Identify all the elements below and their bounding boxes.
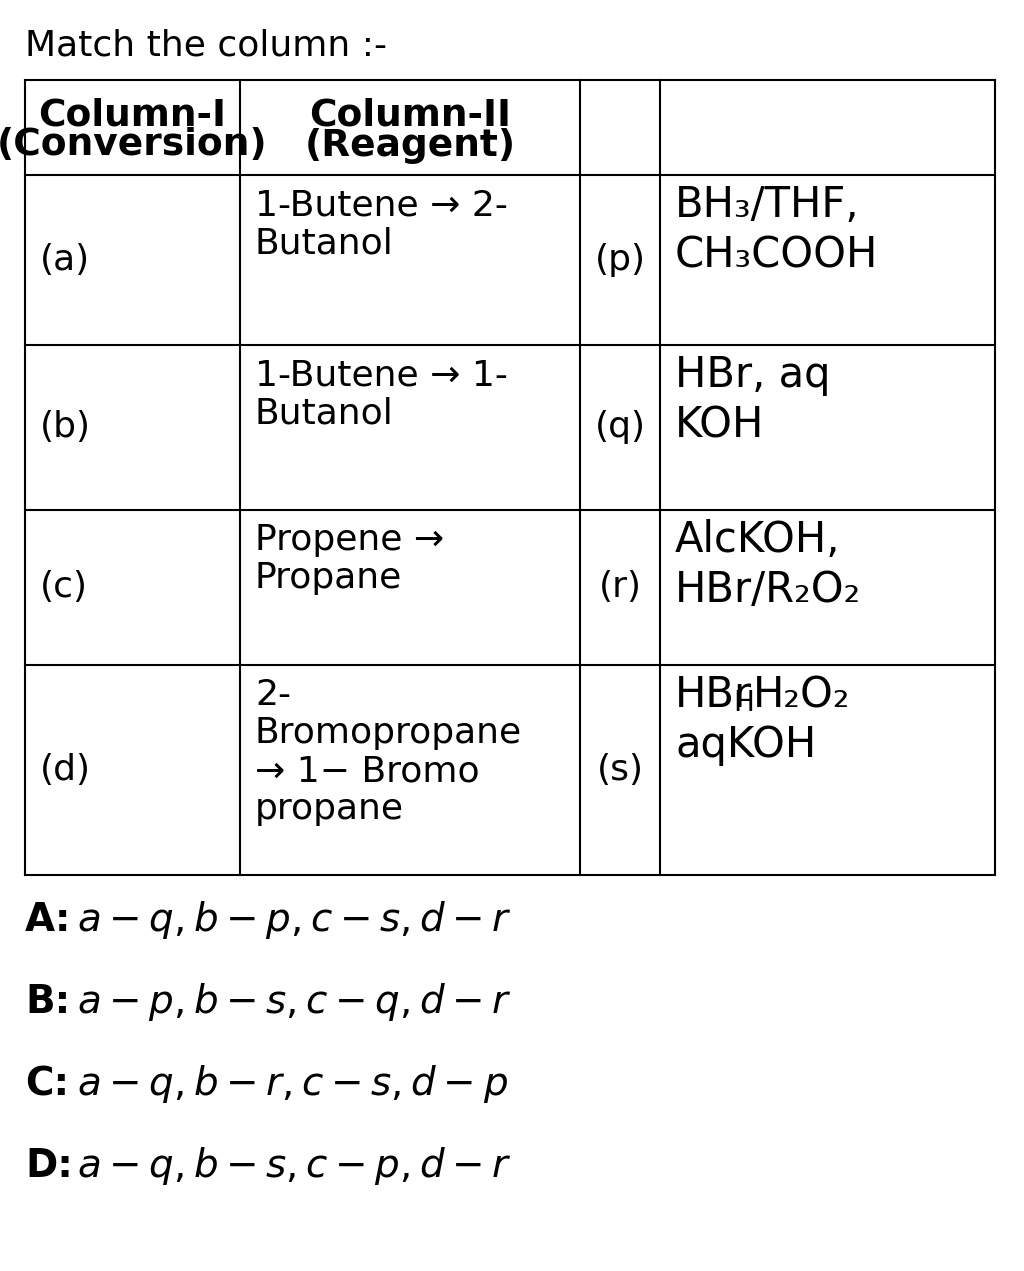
Text: $a - q, b - p, c - s, d - r$: $a - q, b - p, c - s, d - r$	[77, 899, 512, 941]
Text: $a - q, b - s, c - p, d - r$: $a - q, b - s, c - p, d - r$	[77, 1145, 512, 1187]
Text: HBr: HBr	[675, 674, 752, 716]
Text: aqKOH: aqKOH	[675, 724, 816, 766]
Text: (r): (r)	[598, 571, 641, 605]
Text: (b): (b)	[40, 411, 91, 445]
Text: HBr/R₂O₂: HBr/R₂O₂	[675, 569, 861, 611]
Text: Butanol: Butanol	[255, 397, 394, 430]
Text: propane: propane	[255, 792, 404, 826]
Text: (Reagent): (Reagent)	[304, 127, 515, 164]
Text: 1-Butene → 1-: 1-Butene → 1-	[255, 358, 508, 391]
Text: (q): (q)	[595, 411, 645, 445]
Text: (Conversion): (Conversion)	[0, 127, 268, 164]
Text: 1-Butene → 2-: 1-Butene → 2-	[255, 188, 508, 222]
Text: Column-II: Column-II	[309, 98, 511, 133]
Text: (a): (a)	[40, 243, 90, 277]
Text: Match the column :-: Match the column :-	[25, 28, 387, 62]
Text: $a - p, b - s, c - q, d - r$: $a - p, b - s, c - q, d - r$	[77, 981, 512, 1023]
Text: HBr, aq: HBr, aq	[675, 355, 830, 397]
Text: D:: D:	[25, 1146, 73, 1185]
Text: 2-: 2-	[255, 677, 291, 712]
Text: H: H	[733, 689, 754, 717]
Text: Bromopropane: Bromopropane	[255, 716, 522, 750]
Text: (p): (p)	[595, 243, 645, 277]
Text: Propene →: Propene →	[255, 522, 444, 557]
Text: A:: A:	[25, 901, 72, 939]
Text: CH₃COOH: CH₃COOH	[675, 234, 879, 276]
Text: (d): (d)	[40, 752, 91, 787]
Text: AlcKOH,: AlcKOH,	[675, 519, 841, 561]
Text: → 1− Bromo: → 1− Bromo	[255, 754, 479, 788]
Text: $a - q, b - r, c - s, d - p$: $a - q, b - r, c - s, d - p$	[77, 1063, 508, 1104]
Text: Butanol: Butanol	[255, 226, 394, 261]
Text: (s): (s)	[597, 752, 643, 787]
Text: Column-I: Column-I	[39, 98, 226, 133]
Text: (c): (c)	[40, 571, 88, 605]
Text: C:: C:	[25, 1065, 70, 1103]
Text: KOH: KOH	[675, 404, 764, 446]
Text: BH₃/THF,: BH₃/THF,	[675, 184, 859, 226]
Text: Propane: Propane	[255, 561, 402, 595]
Text: B:: B:	[25, 982, 71, 1021]
Text: H₂O₂: H₂O₂	[753, 674, 851, 716]
